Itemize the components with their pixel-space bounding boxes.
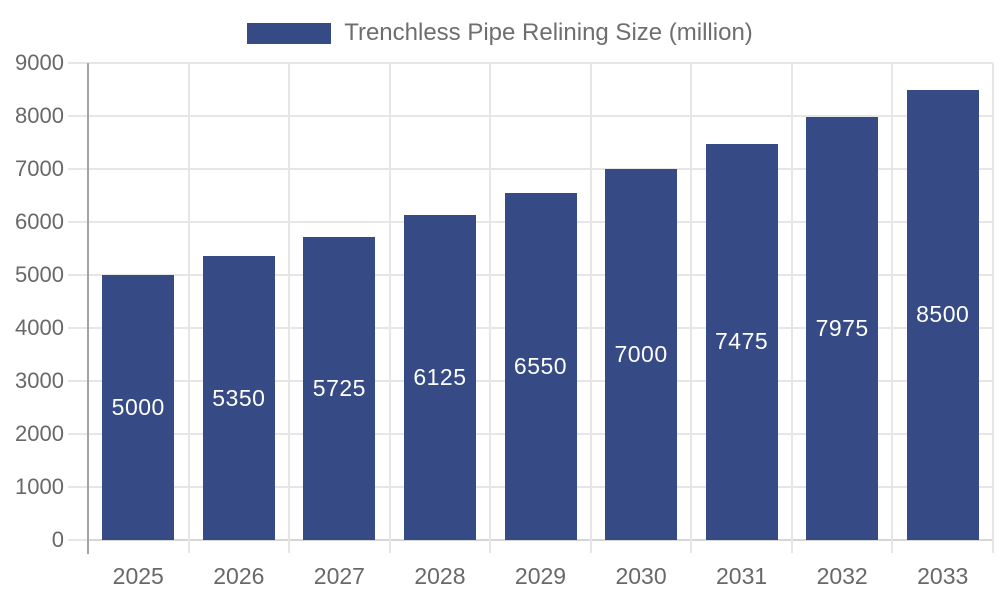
y-tick-label: 8000 [15,103,64,128]
y-tick-mark [68,539,88,541]
x-tick-label: 2032 [816,563,868,589]
bar[interactable]: 5725 [303,236,376,540]
y-tick-label: 7000 [15,156,64,181]
y-gridline [88,115,993,117]
y-tick-mark [68,380,88,382]
bar-value-label: 7000 [614,341,668,367]
bar[interactable]: 5350 [202,256,275,540]
x-gridline [489,63,492,540]
y-gridline [88,62,993,64]
x-tick-mark [187,540,190,553]
x-tick-label: 2025 [112,563,164,589]
y-tick-mark [68,274,88,276]
bar-value-label: 6125 [413,364,467,391]
bar-value-label: 5350 [212,384,266,411]
bar[interactable]: 6125 [403,215,476,540]
x-tick-mark [891,540,894,553]
y-tick-label: 1000 [15,474,64,499]
y-tick-mark [68,486,88,488]
bar-value-label: 5000 [111,394,165,420]
x-tick-mark [589,540,592,553]
y-tick-label: 0 [51,527,64,552]
x-tick-label: 2026 [213,563,265,589]
y-tick-label: 2000 [15,421,64,446]
legend[interactable]: Trenchless Pipe Relining Size (million) [0,20,1000,46]
y-tick-mark [68,433,88,435]
x-tick-mark [288,540,291,553]
y-tick-mark [68,62,88,64]
y-tick-mark [68,221,88,223]
legend-swatch [247,22,332,44]
legend-label: Trenchless Pipe Relining Size (million) [344,19,753,46]
y-tick-label: 5000 [15,262,64,287]
bar[interactable]: 7475 [705,143,778,540]
x-tick-label: 2027 [313,563,365,589]
x-gridline [790,63,793,540]
bar[interactable]: 7000 [605,169,678,540]
y-tick-mark [68,327,88,329]
x-gridline [690,63,693,540]
y-gridline [88,168,993,170]
bar[interactable]: 5000 [102,275,175,540]
bar[interactable]: 6550 [504,192,577,540]
y-tick-label: 4000 [15,315,64,340]
x-tick-mark [790,540,793,553]
bar[interactable]: 8500 [906,89,979,540]
y-gridline [88,539,993,541]
x-gridline [992,63,994,540]
bar-value-label: 5725 [312,374,366,401]
x-tick-label: 2029 [514,563,567,589]
x-gridline [891,63,894,540]
x-gridline [288,63,291,540]
x-tick-mark [388,540,391,553]
x-gridline [589,63,592,540]
x-gridline [187,63,190,540]
x-tick-label: 2028 [414,563,466,589]
y-tick-label: 9000 [15,50,64,75]
x-tick-mark [690,540,693,553]
bar-value-label: 8500 [916,301,970,328]
y-tick-mark [68,168,88,170]
x-gridline [388,63,391,540]
y-tick-label: 6000 [15,209,64,234]
x-tick-label: 2031 [716,563,768,589]
bar[interactable]: 7975 [806,117,879,540]
y-tick-label: 3000 [15,368,64,393]
x-tick-mark [992,540,994,553]
x-tick-mark [489,540,492,553]
bar-value-label: 7475 [715,328,769,355]
y-tick-mark [68,115,88,117]
x-tick-label: 2033 [917,563,969,589]
bar-value-label: 6550 [513,352,568,379]
x-tick-label: 2030 [615,563,667,589]
y-axis-line [87,63,89,554]
bar-value-label: 7975 [815,315,869,342]
